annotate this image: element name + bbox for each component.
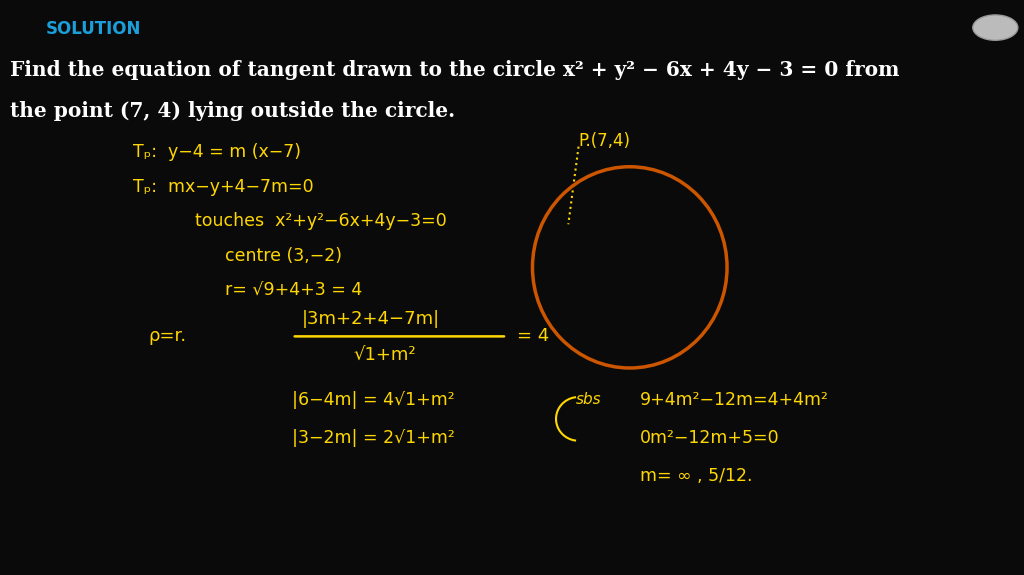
Text: Tₚ:  mx−y+4−7m=0: Tₚ: mx−y+4−7m=0 [133,178,313,196]
Text: |3m+2+4−7m|: |3m+2+4−7m| [302,310,440,328]
Text: P.(7,4): P.(7,4) [579,132,631,150]
Text: m= ∞ , 5/12.: m= ∞ , 5/12. [640,467,753,485]
Text: sbs: sbs [575,392,602,407]
Text: |6−4m| = 4√1+m²: |6−4m| = 4√1+m² [292,390,455,409]
Text: 9+4m²−12m=4+4m²: 9+4m²−12m=4+4m² [640,390,828,409]
Text: r= √9+4+3 = 4: r= √9+4+3 = 4 [225,281,362,300]
Text: Tₚ:  y−4 = m (x−7): Tₚ: y−4 = m (x−7) [133,143,301,162]
Text: √1+m²: √1+m² [353,346,416,365]
Circle shape [973,15,1018,40]
Text: = 4: = 4 [517,327,549,346]
Text: |3−2m| = 2√1+m²: |3−2m| = 2√1+m² [292,429,455,447]
Text: touches  x²+y²−6x+4y−3=0: touches x²+y²−6x+4y−3=0 [195,212,446,231]
Text: Find the equation of tangent drawn to the circle x² + y² − 6x + 4y − 3 = 0 from: Find the equation of tangent drawn to th… [10,60,900,81]
Text: the point (7, 4) lying outside the circle.: the point (7, 4) lying outside the circl… [10,101,456,121]
Text: ρ=r.: ρ=r. [148,327,186,346]
Text: centre (3,−2): centre (3,−2) [225,247,342,265]
Text: SOLUTION: SOLUTION [46,20,141,38]
Text: 0m²−12m+5=0: 0m²−12m+5=0 [640,429,779,447]
